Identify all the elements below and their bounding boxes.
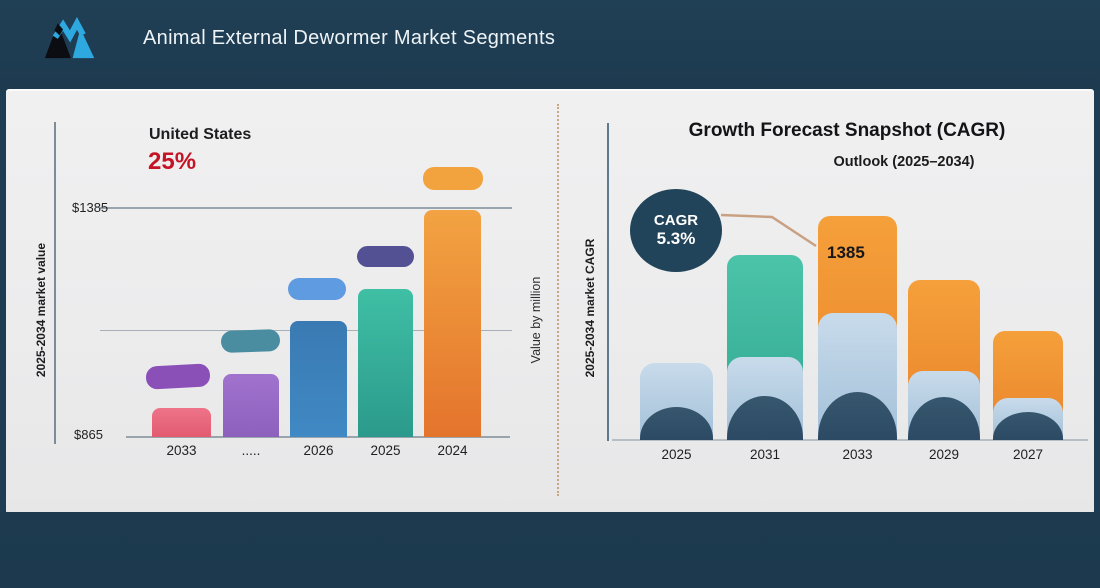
footer-band: @ All Market Analysis Snapshot GlobalAni… [0,512,1100,588]
left-bar-2033 [152,408,211,437]
left-xtick-2033: 2033 [166,443,197,458]
ama-logo-icon [44,16,95,59]
left-bar-2024 [424,210,481,437]
cagr-callout-badge: CAGR 5.3% [630,189,722,272]
left-bar-cap-2026 [288,278,346,300]
left-chart-ytick-bottom: $865 [74,427,103,442]
left-bar-cap-2033 [145,363,211,390]
page-title: Animal External Dewormer Market Segments [143,27,556,49]
panel-divider [557,104,559,496]
left-chart-gridline-top [100,207,512,209]
left-bar-..... [223,374,279,437]
right-xtick-2031: 2031 [749,447,781,462]
left-chart-ytick-top: $1385 [72,200,109,215]
left-xtick-2024: 2024 [437,443,468,458]
left-bar-2025 [358,289,413,437]
left-xtick-.....: ..... [241,443,261,458]
right-chart-title: Growth Forecast Snapshot (CAGR) [688,120,1006,141]
left-chart-y-axis [54,122,56,444]
left-chart-highlight-value: 25% [148,148,197,175]
right-xtick-2029: 2029 [928,447,960,462]
left-xtick-2025: 2025 [370,443,401,458]
left-bar-cap-2025 [357,246,414,267]
left-xtick-2026: 2026 [303,443,334,458]
left-chart-title: United States [149,126,252,143]
right-chart-y-axis [607,123,609,441]
left-bar-cap-..... [220,328,281,354]
right-xtick-2033: 2033 [842,447,873,462]
left-bar-2026 [290,321,347,437]
right-chart-subtitle: Outlook (2025–2034) [833,154,975,170]
cagr-callout-label: CAGR [653,211,699,229]
cagr-callout-value: 5.3% [656,228,696,248]
bar-value-annotation: 1385 [827,243,865,262]
right-xtick-2025: 2025 [661,447,692,462]
right-xtick-2027: 2027 [1012,447,1044,462]
left-bar-cap-2024 [423,167,483,190]
header-band: Animal External Dewormer Market Segments [0,0,1100,90]
